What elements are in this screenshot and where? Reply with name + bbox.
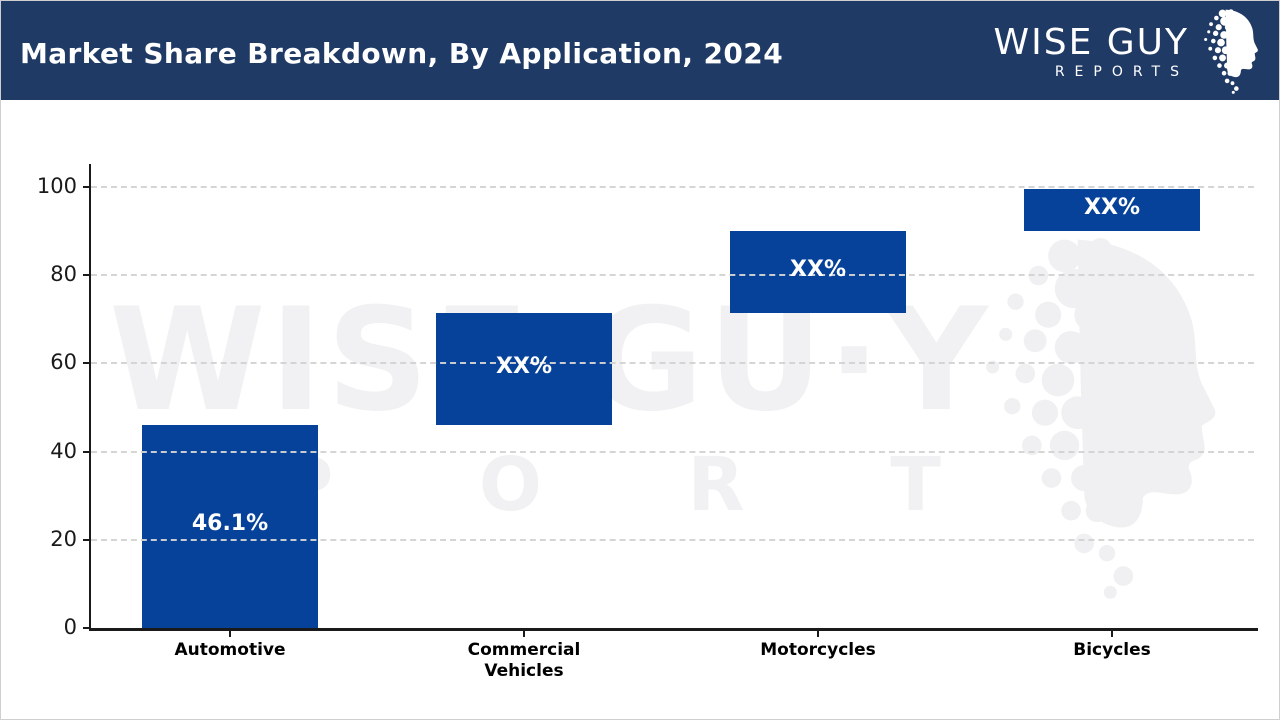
waterfall-chart: WISE GU·Y P O R T S 0 20 40 60 80 100 46.1% Aut… [1, 100, 1279, 719]
header: Market Share Breakdown, By Application, … [1, 1, 1279, 100]
bar-motorcycles [730, 230, 906, 314]
bar-value-label-automotive: 46.1% [191, 511, 269, 537]
x-category-label-motorcycles: Motorcycles [760, 640, 876, 660]
x-category-label-commercial-vehicles: Commercial Vehicles [467, 640, 581, 681]
gridline-100 [91, 186, 1254, 188]
y-tick-label-100: 100 [36, 174, 77, 198]
bar-bicycles [1024, 189, 1200, 231]
gridline-40 [91, 450, 1254, 453]
wiseguy-logo: WISE GUY REPORTS [994, 5, 1268, 97]
gridline-80 [91, 274, 1254, 277]
x-tickmark-automotive [229, 630, 231, 637]
x-axis-spine [89, 628, 1258, 631]
x-category-label-automotive: Automotive [174, 640, 286, 660]
y-tickmark-20 [83, 538, 90, 541]
wiseguy-head-icon [1204, 9, 1258, 94]
gridline-20 [91, 538, 1254, 541]
y-axis-spine [89, 164, 91, 629]
logo-line1: WISE GUY [993, 22, 1189, 63]
y-tickmark-40 [83, 450, 90, 453]
y-tick-label-20: 20 [50, 526, 77, 551]
x-tickmark-motorcycles [817, 630, 819, 637]
bar-value-label-bicycles: XX% [1084, 194, 1140, 220]
x-category-label-bicycles: Bicycles [1073, 640, 1151, 660]
gridline-60 [91, 362, 1254, 365]
y-tickmark-80 [83, 274, 90, 277]
x-tickmark-bicycles [1111, 630, 1113, 637]
y-tick-label-40: 40 [50, 438, 77, 463]
logo-wordmark: WISE GUY REPORTS [994, 22, 1190, 80]
watermark-line2: P O R T S [279, 442, 1200, 528]
y-tickmark-0 [83, 627, 90, 629]
page-title: Market Share Breakdown, By Application, … [20, 37, 784, 70]
x-tickmark-commercial-vehicles [523, 630, 525, 637]
y-tick-label-80: 80 [50, 262, 77, 287]
bar-commercial-vehicles [436, 313, 612, 425]
y-tick-label-60: 60 [50, 350, 77, 375]
bar-value-label-commercial-vehicles: XX% [496, 353, 552, 379]
y-tickmark-60 [83, 362, 90, 365]
bar-value-label-motorcycles: XX% [790, 256, 846, 282]
logo-line2: REPORTS [1054, 64, 1189, 80]
y-tick-label-0: 0 [63, 615, 77, 639]
bar-automotive [142, 424, 318, 628]
y-tickmark-100 [83, 186, 90, 188]
